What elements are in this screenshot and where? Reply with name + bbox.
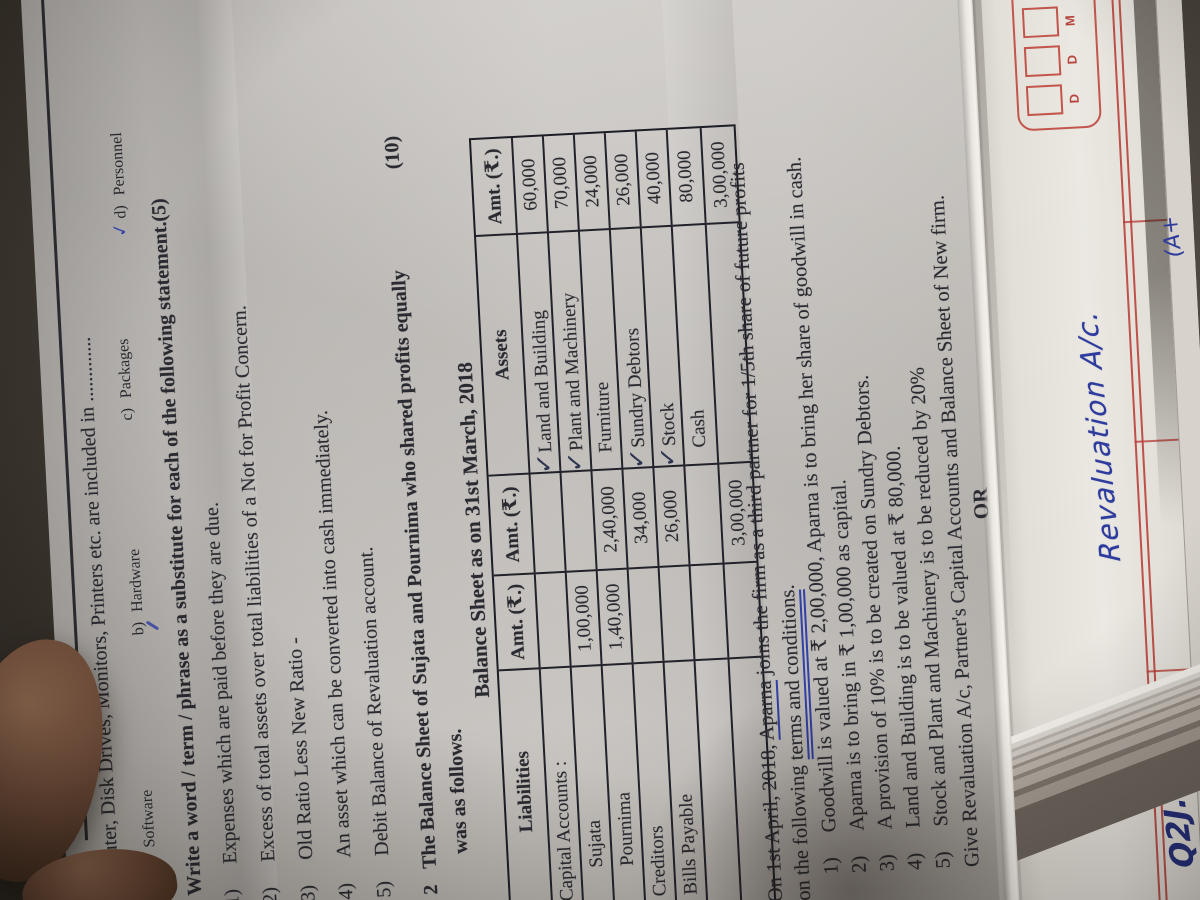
cell-amt-assets: 40,000 xyxy=(636,129,673,227)
item-number: 1) xyxy=(220,888,244,900)
col-header-amt-assets: Amt. (₹.) xyxy=(470,137,518,236)
question-paper: 5)Computer, Disk Drives, Monitors, Print… xyxy=(19,0,1021,900)
item-number: 4) xyxy=(334,882,358,900)
cell-amt-assets: 26,000 xyxy=(605,131,642,228)
option-text: Software xyxy=(138,789,159,848)
option-label: c) xyxy=(118,407,137,421)
asset-name: Cash xyxy=(687,409,711,449)
date-square xyxy=(1021,6,1060,39)
option-text: Hardware xyxy=(125,548,147,613)
date-label: D xyxy=(1064,54,1080,65)
handwritten-grade-note: (A+ xyxy=(1157,214,1188,260)
date-square xyxy=(1025,84,1064,117)
cell-amt-assets: 24,000 xyxy=(574,133,611,230)
mcq-option: ✓b)Hardware xyxy=(125,548,160,636)
item-text: Expenses which are paid before they are … xyxy=(200,501,242,865)
handwritten-title: Revaluation A/c. xyxy=(1070,309,1128,562)
finger-shadow xyxy=(616,650,1004,900)
date-cell: D xyxy=(1023,43,1081,78)
cell-amt-outer xyxy=(685,462,725,565)
pen-check-icon: ✓ xyxy=(529,452,559,475)
asset-name: Plant and Machinery xyxy=(558,292,588,452)
cell-amt-inner xyxy=(535,570,572,668)
asset-name: Land and Building xyxy=(527,309,557,454)
pen-tick-mark-icon: ✓ xyxy=(107,219,133,241)
cell-amt-inner: 1,00,000 xyxy=(566,569,603,666)
date-box: D D M M xyxy=(1009,0,1103,132)
mcq-option: ✓c)Packages xyxy=(115,338,137,421)
q2-marks: (10) xyxy=(380,135,405,170)
item-number: 2) xyxy=(258,886,282,900)
item-number: 5) xyxy=(372,880,396,899)
cell-amt-outer xyxy=(530,470,567,573)
option-label: d) xyxy=(111,204,130,220)
asset-name: Stock xyxy=(657,402,681,447)
option-text: Packages xyxy=(114,338,135,399)
pen-slash-mark-icon xyxy=(145,620,160,631)
cell-amt-assets: 80,000 xyxy=(667,128,707,225)
asset-name: Furniture xyxy=(591,381,617,454)
cell-amt-outer: 34,000 xyxy=(623,466,660,568)
q2-heading-cont: was as follows. xyxy=(443,728,473,855)
asset-name: Sundry Debtors xyxy=(622,327,650,449)
item-number: 3) xyxy=(296,884,320,900)
option-text: Personnel xyxy=(108,131,129,196)
mcq-option: ✓d) Personnel xyxy=(104,131,133,241)
q2-number: Q. 2 xyxy=(420,884,445,900)
date-square xyxy=(1023,45,1062,78)
col-header-amt-outer: Amt. (₹.) xyxy=(488,472,536,575)
cell-amt-assets: 70,000 xyxy=(543,134,580,232)
cell-amt-inner xyxy=(659,564,696,661)
pen-check-icon: ✓ xyxy=(560,451,590,473)
col-header-amt-inner: Amt. (₹.) xyxy=(493,572,541,670)
date-cell: M xyxy=(1021,4,1079,39)
date-cell: D xyxy=(1025,82,1083,117)
date-label: D xyxy=(1066,93,1082,104)
option-label: b) xyxy=(129,621,148,636)
section-d-items: 1) Expenses which are paid before they ar… xyxy=(189,298,410,900)
cell-amt-outer: 26,000 xyxy=(654,464,691,566)
cell-amt-assets: 60,000 xyxy=(512,136,549,233)
pen-check-icon: ✓ xyxy=(622,448,652,470)
date-label: M xyxy=(1062,14,1078,27)
cell-amt-inner: 1,40,000 xyxy=(597,567,634,664)
pen-check-icon: ✓ xyxy=(653,446,683,468)
cell-amt-inner xyxy=(690,562,730,660)
cell-amt-inner xyxy=(628,565,665,663)
